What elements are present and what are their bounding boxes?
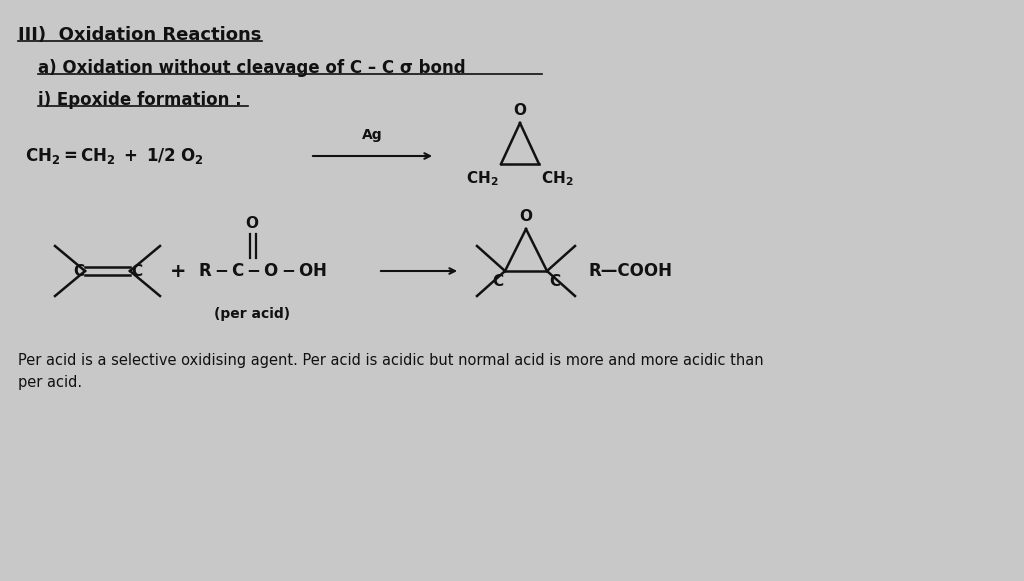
Text: (per acid): (per acid): [214, 307, 290, 321]
Text: C: C: [73, 264, 84, 278]
Text: R—COOH: R—COOH: [589, 262, 673, 280]
Text: III)  Oxidation Reactions: III) Oxidation Reactions: [18, 26, 261, 44]
Text: O: O: [513, 103, 526, 118]
Text: C: C: [131, 264, 142, 278]
Text: i) Epoxide formation :: i) Epoxide formation :: [38, 91, 242, 109]
Text: $\mathbf{CH_2{=}CH_2\ +\ 1/2\ O_2}$: $\mathbf{CH_2{=}CH_2\ +\ 1/2\ O_2}$: [25, 146, 204, 166]
Text: $\mathbf{CH_2}$: $\mathbf{CH_2}$: [541, 169, 573, 188]
Text: C: C: [492, 274, 503, 289]
Text: O: O: [519, 209, 532, 224]
Text: O: O: [246, 216, 258, 231]
Text: +: +: [170, 261, 186, 281]
Text: C: C: [549, 274, 560, 289]
Text: a) Oxidation without cleavage of C – C σ bond: a) Oxidation without cleavage of C – C σ…: [38, 59, 466, 77]
Text: Ag: Ag: [361, 128, 382, 142]
Text: Per acid is a selective oxidising agent. Per acid is acidic but normal acid is m: Per acid is a selective oxidising agent.…: [18, 353, 764, 390]
Text: $\mathbf{CH_2}$: $\mathbf{CH_2}$: [466, 169, 499, 188]
Text: $\mathbf{R-C-O-OH}$: $\mathbf{R-C-O-OH}$: [198, 262, 327, 280]
